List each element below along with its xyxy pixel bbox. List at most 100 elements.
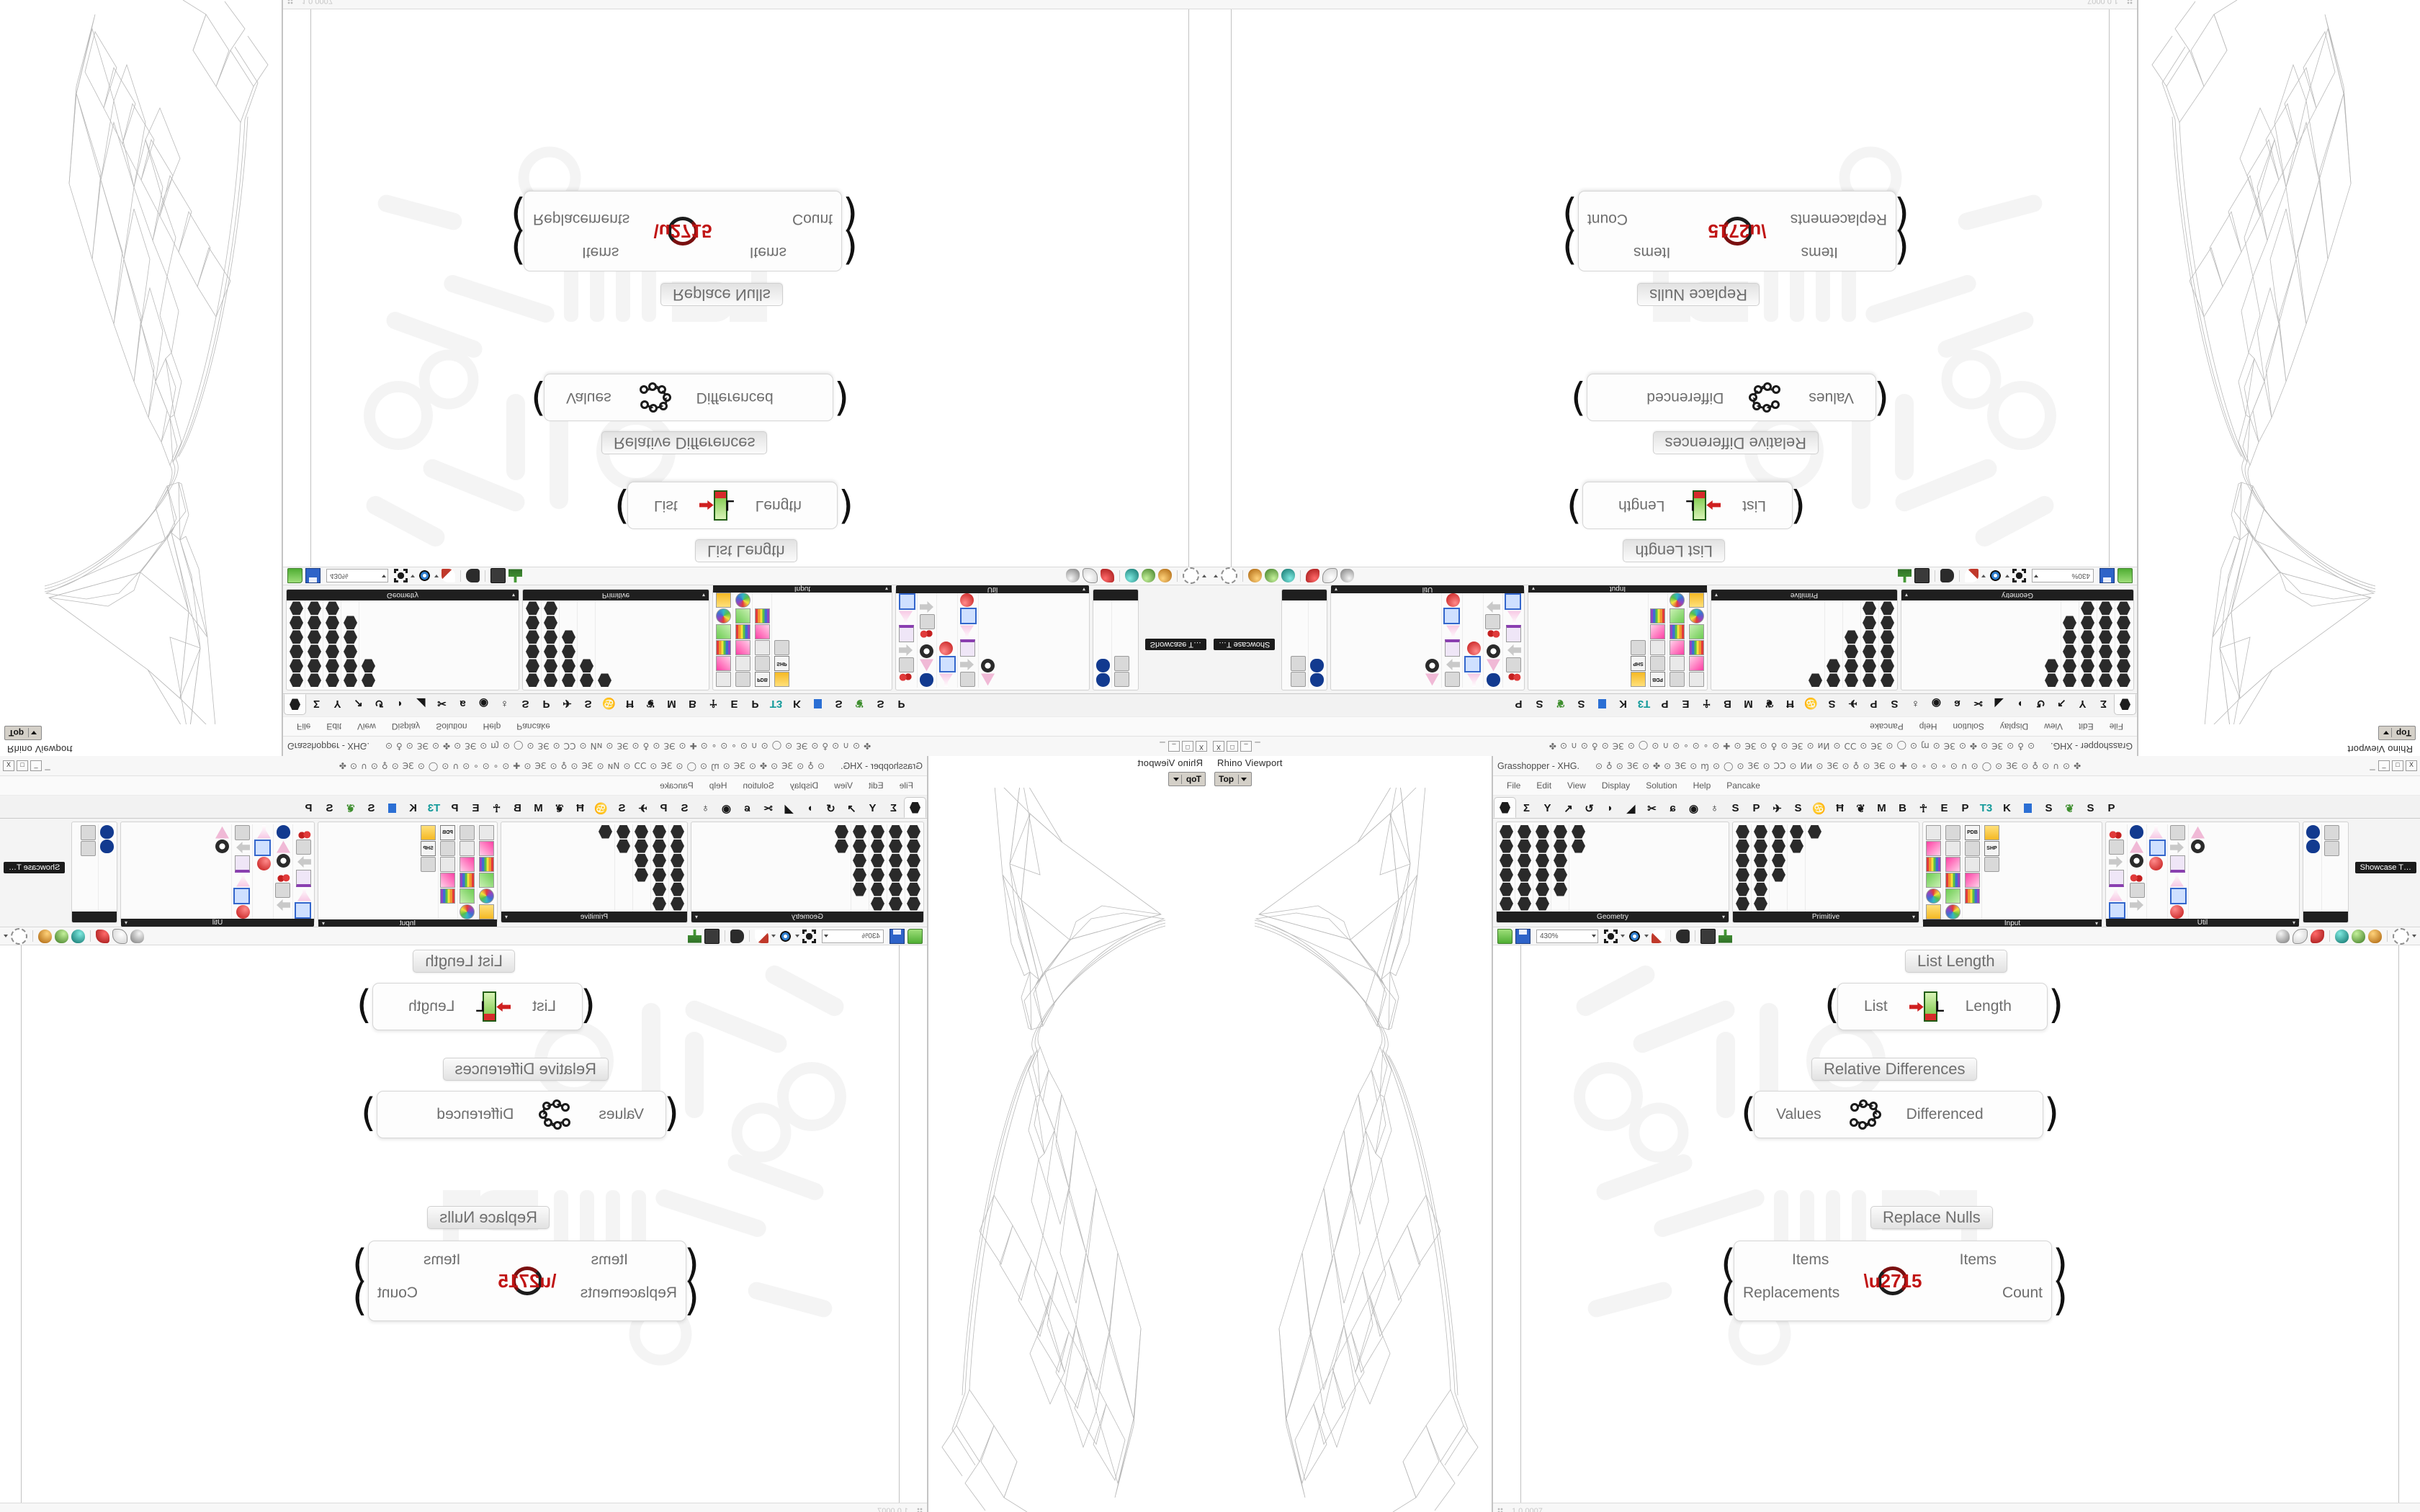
component-icon[interactable]	[1881, 660, 1894, 673]
tab-figure-icon[interactable]: ☥	[486, 798, 507, 818]
selection-dashed-icon[interactable]	[11, 927, 27, 945]
component-icon[interactable]	[1506, 657, 1521, 673]
component-icon[interactable]	[1670, 608, 1685, 624]
component-icon[interactable]	[1631, 672, 1646, 688]
ribbon-panel-footer[interactable]	[1282, 590, 1327, 600]
rhino-viewport-panel[interactable]: Rhino Viewport Top	[1210, 756, 1492, 1512]
component-icon[interactable]	[2149, 839, 2166, 856]
menu-item-solution[interactable]: Solution	[436, 721, 467, 732]
component-icon[interactable]	[2170, 824, 2185, 840]
component-icon[interactable]	[1518, 839, 1531, 853]
component-icon[interactable]	[2109, 824, 2123, 839]
component-icon[interactable]	[295, 901, 311, 919]
selection-caret-icon[interactable]	[1214, 575, 1218, 577]
component-icon[interactable]	[1772, 853, 1785, 868]
tab-letter-p-icon[interactable]: P	[1863, 694, 1884, 714]
sketch-quill-icon[interactable]	[442, 569, 455, 583]
component-icon[interactable]	[1754, 882, 1767, 896]
node-relative-differences[interactable]: ( Values	[531, 374, 849, 422]
tab-scissors-icon[interactable]: ✂	[431, 694, 452, 714]
node-input-grip[interactable]: (	[614, 485, 630, 530]
menu-item-display[interactable]: Display	[1999, 721, 2029, 732]
rhino-viewport-panel[interactable]: Rhino Viewport Top	[2138, 0, 2420, 756]
component-icon[interactable]	[2117, 645, 2130, 659]
component-icon[interactable]	[774, 640, 789, 656]
open-file-icon[interactable]	[1497, 928, 1512, 944]
close-button[interactable]: X	[1196, 741, 1207, 752]
resize-grip-icon[interactable]	[2127, 0, 2133, 4]
component-icon[interactable]	[716, 640, 731, 656]
tab-letter-p2-icon[interactable]: P	[1955, 798, 1976, 818]
tab-green-leaf-icon[interactable]: ❦	[849, 694, 870, 714]
tab-loop-icon[interactable]: ↺	[1579, 798, 1600, 818]
preview-green-icon[interactable]	[55, 929, 68, 943]
component-icon[interactable]	[296, 869, 311, 887]
node-title-list-length[interactable]: List Length	[695, 539, 797, 562]
close-button[interactable]: X	[3, 760, 14, 771]
component-icon[interactable]	[421, 824, 436, 840]
tab-t3-icon[interactable]: T3	[424, 798, 444, 818]
component-icon[interactable]	[326, 616, 339, 630]
tab-blue-square-icon[interactable]	[807, 694, 828, 714]
menu-item-file[interactable]: File	[2109, 721, 2123, 732]
node-list-length[interactable]: ( List L Length )	[1824, 983, 2063, 1030]
component-icon[interactable]	[1863, 660, 1876, 673]
open-file-icon[interactable]	[2118, 568, 2133, 584]
preview-teal-icon[interactable]	[2335, 929, 2349, 943]
tab-hexagon-icon[interactable]	[284, 694, 306, 715]
shade-off-icon[interactable]	[1066, 569, 1080, 583]
node-title-list-length[interactable]: List Length	[413, 950, 515, 973]
component-icon[interactable]	[1736, 839, 1749, 853]
rhino-wireframe-canvas[interactable]	[928, 756, 1210, 1512]
component-icon[interactable]	[1500, 824, 1513, 839]
menu-item-pancake[interactable]: Pancake	[660, 780, 694, 791]
component-icon[interactable]	[899, 673, 913, 688]
menu-item-solution[interactable]: Solution	[743, 780, 774, 791]
component-icon[interactable]	[1754, 868, 1767, 882]
component-icon[interactable]	[889, 897, 902, 911]
profiler-icon[interactable]	[730, 929, 744, 943]
component-icon[interactable]	[960, 626, 974, 639]
menu-item-pancake[interactable]: Pancake	[516, 721, 550, 732]
component-icon[interactable]	[2081, 674, 2094, 688]
node-input-port-values[interactable]: Values	[1776, 1106, 1821, 1122]
chevron-down-icon[interactable]: ▾	[2094, 920, 2098, 927]
tab-wedge-icon[interactable]: ◢	[1621, 798, 1641, 818]
component-icon[interactable]	[853, 883, 866, 896]
menu-item-view[interactable]: View	[1567, 780, 1586, 791]
tab-bird-icon[interactable]: ❦	[640, 694, 661, 714]
component-icon[interactable]	[1096, 673, 1110, 688]
component-icon[interactable]	[362, 674, 375, 688]
component-icon[interactable]	[277, 868, 290, 882]
component-icon[interactable]	[1845, 631, 1858, 644]
component-icon[interactable]	[653, 840, 666, 853]
shade-wire-icon[interactable]	[112, 928, 127, 944]
chevron-down-icon[interactable]: ▾	[1721, 914, 1725, 920]
open-file-icon[interactable]	[908, 928, 923, 944]
node-output-port-differenced[interactable]: Differenced	[436, 1106, 514, 1122]
component-icon[interactable]	[2117, 631, 2130, 644]
node-list-length[interactable]: ( List L Length )	[1567, 482, 1806, 530]
tab-letter-s2-icon[interactable]: S	[578, 694, 599, 714]
component-icon[interactable]	[326, 631, 339, 644]
component-icon[interactable]	[2306, 824, 2320, 839]
preview-caret-icon[interactable]	[1981, 575, 1986, 577]
component-icon[interactable]	[362, 660, 375, 673]
component-icon[interactable]	[1945, 824, 1960, 840]
tab-deer-icon[interactable]: Ħ	[1829, 798, 1850, 818]
node-input-port-values[interactable]: Values	[1809, 390, 1854, 406]
tab-loop-icon[interactable]: ↺	[820, 798, 841, 818]
component-icon[interactable]	[716, 624, 731, 640]
selection-caret-icon[interactable]	[1202, 575, 1206, 577]
tab-letter-b-icon[interactable]: B	[507, 798, 528, 818]
node-input-grip-items[interactable]: (	[1721, 1241, 1736, 1287]
component-icon[interactable]	[2117, 616, 2130, 630]
tab-shield-icon[interactable]: ♁	[1704, 798, 1725, 818]
component-icon[interactable]	[716, 656, 731, 672]
component-icon[interactable]	[460, 824, 475, 840]
component-icon[interactable]	[2081, 631, 2094, 644]
component-icon[interactable]	[1827, 674, 1840, 688]
chevron-down-icon[interactable]: ▾	[695, 914, 699, 920]
component-icon[interactable]	[907, 840, 920, 853]
component-icon[interactable]	[1464, 656, 1481, 673]
